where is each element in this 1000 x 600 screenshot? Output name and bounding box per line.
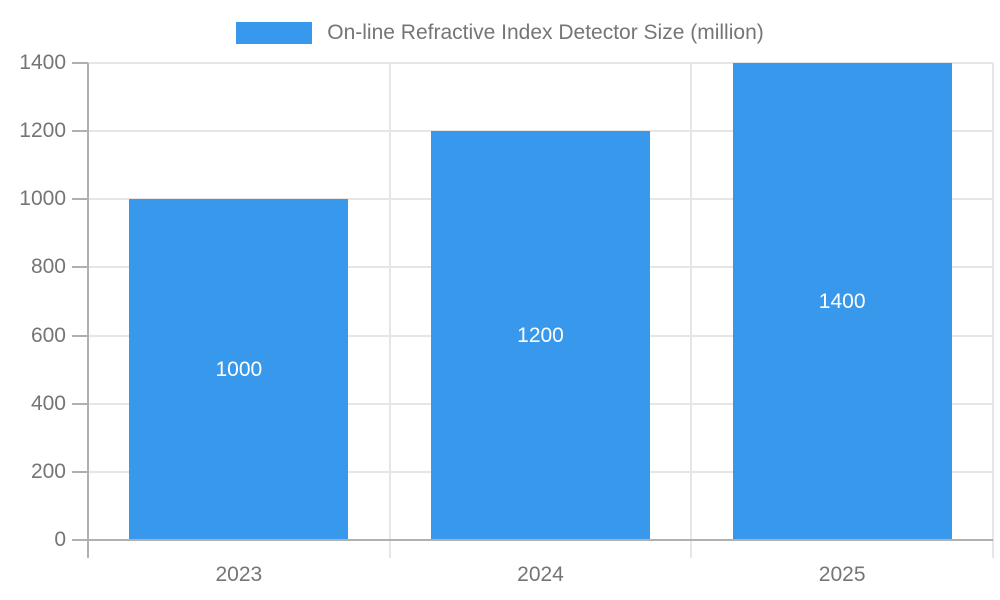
y-tick-mark: [72, 266, 88, 269]
y-tick-label: 400: [30, 391, 66, 415]
y-tick-label: 0: [54, 528, 66, 551]
y-tick-mark: [72, 198, 88, 201]
bar-value-label: 1400: [818, 289, 866, 313]
gridline-vertical: [690, 63, 693, 540]
y-axis-line: [87, 63, 89, 558]
legend-swatch-icon: [236, 22, 313, 44]
x-axis-line: [88, 539, 993, 541]
x-axis-category-label: 2023: [215, 563, 263, 586]
y-tick-mark: [72, 539, 88, 541]
axis-tick-stub: [388, 540, 391, 558]
y-tick-label: 800: [30, 255, 66, 279]
bar-value-label: 1200: [517, 323, 564, 347]
axis-tick-stub: [690, 540, 693, 558]
y-tick-mark: [72, 62, 88, 64]
y-tick-mark: [72, 334, 88, 337]
y-tick-mark: [72, 130, 88, 133]
bar: [732, 63, 952, 540]
gridline-vertical: [992, 63, 994, 540]
axis-tick-stub: [992, 540, 994, 558]
bar: [431, 131, 650, 540]
y-tick-label: 1200: [19, 119, 66, 143]
y-tick-label: 1400: [19, 51, 66, 74]
x-axis-category-label: 2024: [517, 563, 564, 586]
x-axis-category-label: 2025: [818, 563, 866, 586]
gridline-vertical: [388, 63, 391, 540]
bar: [129, 199, 349, 540]
y-tick-label: 600: [30, 323, 66, 347]
y-tick-mark: [72, 470, 88, 473]
y-tick-label: 200: [30, 459, 66, 483]
legend: On-line Refractive Index Detector Size (…: [0, 19, 1000, 47]
gridline-horizontal: [88, 62, 993, 64]
bar-value-label: 1000: [215, 357, 263, 381]
legend-label: On-line Refractive Index Detector Size (…: [327, 21, 764, 44]
y-tick-mark: [72, 402, 88, 405]
plot-area: 1000 1200 1400: [87, 62, 994, 558]
y-tick-label: 1000: [19, 187, 66, 211]
